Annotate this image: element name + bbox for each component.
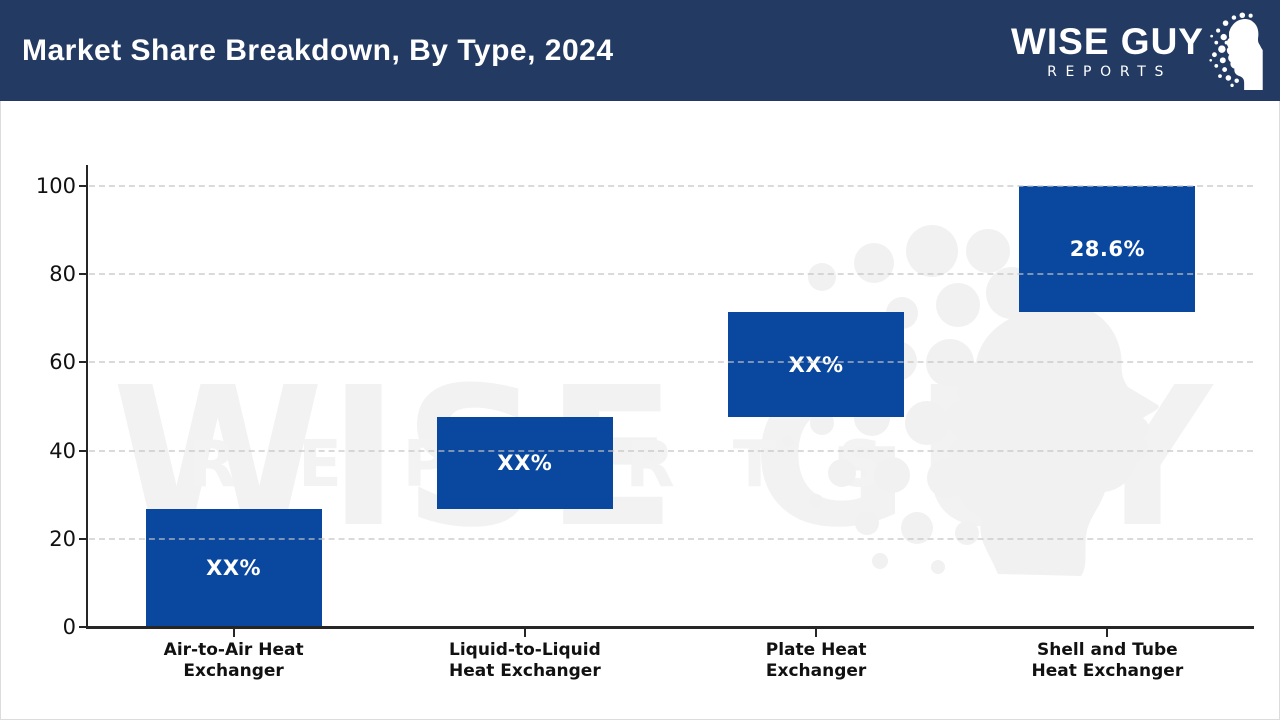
y-tick-60 — [79, 361, 87, 364]
category-label: Liquid-to-Liquid Heat Exchanger — [448, 640, 601, 682]
x-tick — [1106, 629, 1109, 637]
y-tick-label-60: 60 — [49, 350, 76, 375]
y-tick-label-0: 0 — [62, 615, 76, 639]
category-label: Air-to-Air Heat Exchanger — [163, 640, 304, 682]
logo-wordmark: WISE GUY — [1010, 20, 1204, 62]
y-tick-0 — [79, 626, 87, 628]
bar-value-label: 28.6% — [1069, 237, 1146, 262]
y-tick-40 — [79, 449, 87, 452]
y-tick-label-100: 100 — [35, 174, 76, 198]
wise-guy-logo: WISE GUY REPORTS — [1011, 11, 1266, 90]
logo-subtitle: REPORTS — [1047, 63, 1173, 80]
gridline-40 — [89, 449, 1253, 452]
chart: WISE GUY REPORTS 020406080100XX%Air-to-A… — [0, 101, 1280, 720]
x-tick — [232, 629, 235, 637]
logo-text: WISE GUY REPORTS — [1011, 23, 1204, 79]
bar-segment: XX% — [145, 508, 322, 627]
gridline-80 — [89, 273, 1253, 276]
y-tick-label-20: 20 — [49, 526, 76, 551]
x-axis-line — [86, 626, 1254, 629]
bar-segment: XX% — [728, 312, 905, 418]
x-tick — [523, 629, 526, 637]
page-title: Market Share Breakdown, By Type, 2024 — [22, 33, 614, 67]
bar-value-label: XX% — [206, 555, 262, 580]
bar-value-label: XX% — [788, 352, 844, 377]
watermark-head-profile-icon — [780, 225, 1159, 576]
y-tick-label-80: 80 — [49, 262, 76, 287]
y-tick-20 — [79, 537, 87, 540]
bar-segment: XX% — [436, 417, 613, 509]
category-label: Shell and Tube Heat Exchanger — [1031, 640, 1184, 682]
gridline-100 — [89, 185, 1253, 187]
header-banner: Market Share Breakdown, By Type, 2024 WI… — [0, 0, 1280, 101]
y-tick-100 — [79, 185, 87, 187]
gridline-20 — [89, 537, 1253, 540]
y-axis-line — [86, 165, 88, 629]
category-label: Plate Heat Exchanger — [765, 640, 867, 682]
y-tick-label-40: 40 — [49, 438, 76, 463]
logo-head-profile-icon — [1209, 11, 1263, 90]
bar-value-label: XX% — [497, 450, 553, 475]
x-tick — [815, 629, 818, 637]
y-tick-80 — [79, 273, 87, 276]
bar-segment: 28.6% — [1019, 186, 1196, 313]
gridline-60 — [89, 361, 1253, 364]
